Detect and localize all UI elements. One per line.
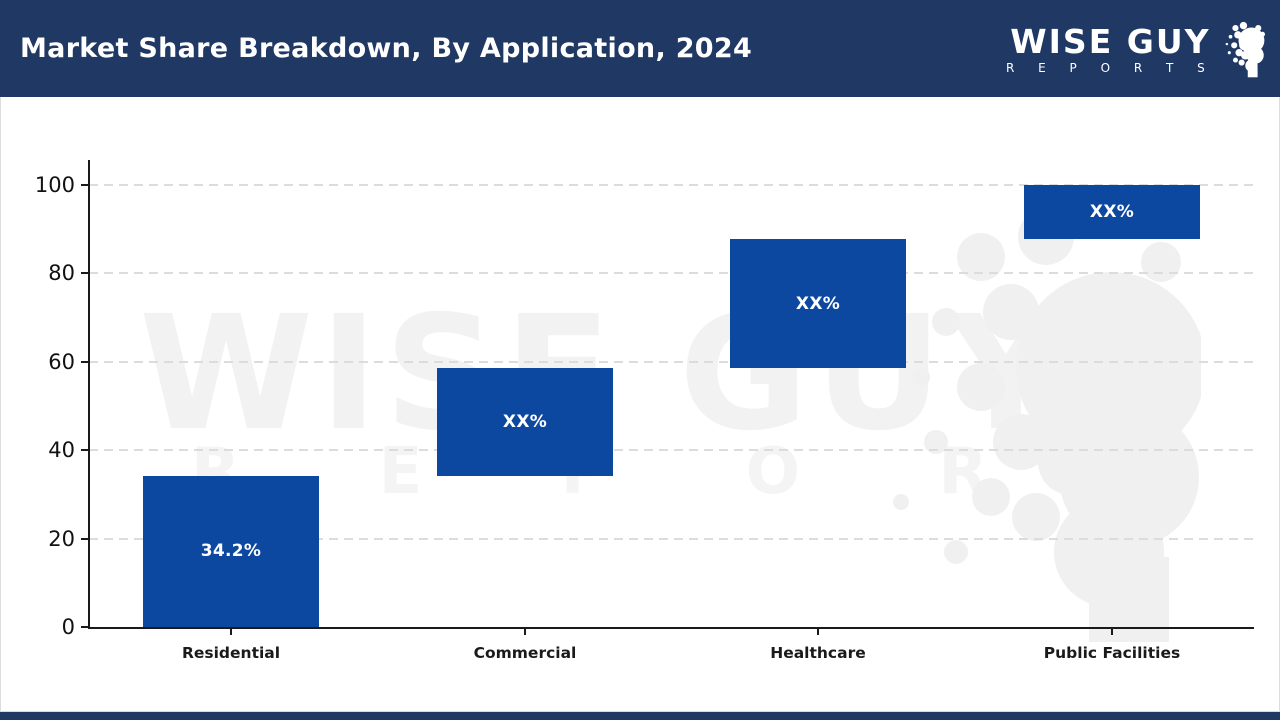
y-tick-label: 100 xyxy=(34,172,75,197)
chart-canvas: WISE GUY R E P O R T S 02040608010034.2%… xyxy=(0,97,1280,711)
gridline xyxy=(89,183,1254,186)
dotted-face-logo-icon xyxy=(1225,21,1265,78)
y-tick-label: 0 xyxy=(61,615,75,639)
y-tick-mark xyxy=(81,360,89,363)
y-tick-mark xyxy=(81,449,89,452)
y-tick-mark xyxy=(81,626,89,628)
x-axis-line xyxy=(88,627,1254,629)
header-band: Market Share Breakdown, By Application, … xyxy=(0,0,1280,97)
y-tick-mark xyxy=(81,272,89,275)
gridline xyxy=(89,272,1254,275)
x-tick-mark xyxy=(524,627,526,635)
brand-logo: WISE GUY R E P O R T S xyxy=(1006,6,1266,92)
x-tick-label: Commercial xyxy=(473,644,577,662)
y-tick-label: 60 xyxy=(48,349,75,374)
gridline xyxy=(89,537,1254,540)
brand-name: WISE GUY xyxy=(1010,21,1211,61)
gridline xyxy=(89,449,1254,452)
bar-value-label: 34.2% xyxy=(200,541,262,562)
y-tick-label: 20 xyxy=(48,526,75,551)
brand-subtext: R E P O R T S xyxy=(1006,60,1215,75)
bar-residential: 34.2% xyxy=(143,475,319,627)
x-tick-label: Public Facilities xyxy=(1043,644,1181,662)
x-tick-mark xyxy=(230,627,232,635)
footer-band xyxy=(0,712,1280,720)
x-tick-mark xyxy=(817,627,819,635)
gridline xyxy=(89,360,1254,363)
bar-value-label: XX% xyxy=(1089,201,1135,222)
y-tick-mark xyxy=(81,537,89,540)
x-tick-label: Healthcare xyxy=(770,644,866,662)
plot-area: 0 20 40 60 80 100 34.2% Residential XX% Commercia… xyxy=(1,97,1280,711)
x-tick-mark xyxy=(1111,627,1113,635)
brand-wordmark: WISE GUY R E P O R T S xyxy=(1006,21,1215,75)
bar-healthcare: XX% xyxy=(730,239,906,369)
x-tick-label: Residential xyxy=(181,644,281,662)
y-axis-line xyxy=(88,160,90,629)
bar-public-facilities: XX% xyxy=(1024,184,1200,239)
bar-commercial: XX% xyxy=(437,368,613,476)
y-tick-mark xyxy=(81,183,89,186)
page-title: Market Share Breakdown, By Application, … xyxy=(20,33,753,64)
bar-value-label: XX% xyxy=(502,411,548,432)
y-tick-label: 40 xyxy=(48,438,75,463)
y-tick-label: 80 xyxy=(48,261,75,286)
footer-hairline xyxy=(0,711,1280,712)
bar-value-label: XX% xyxy=(795,293,841,314)
